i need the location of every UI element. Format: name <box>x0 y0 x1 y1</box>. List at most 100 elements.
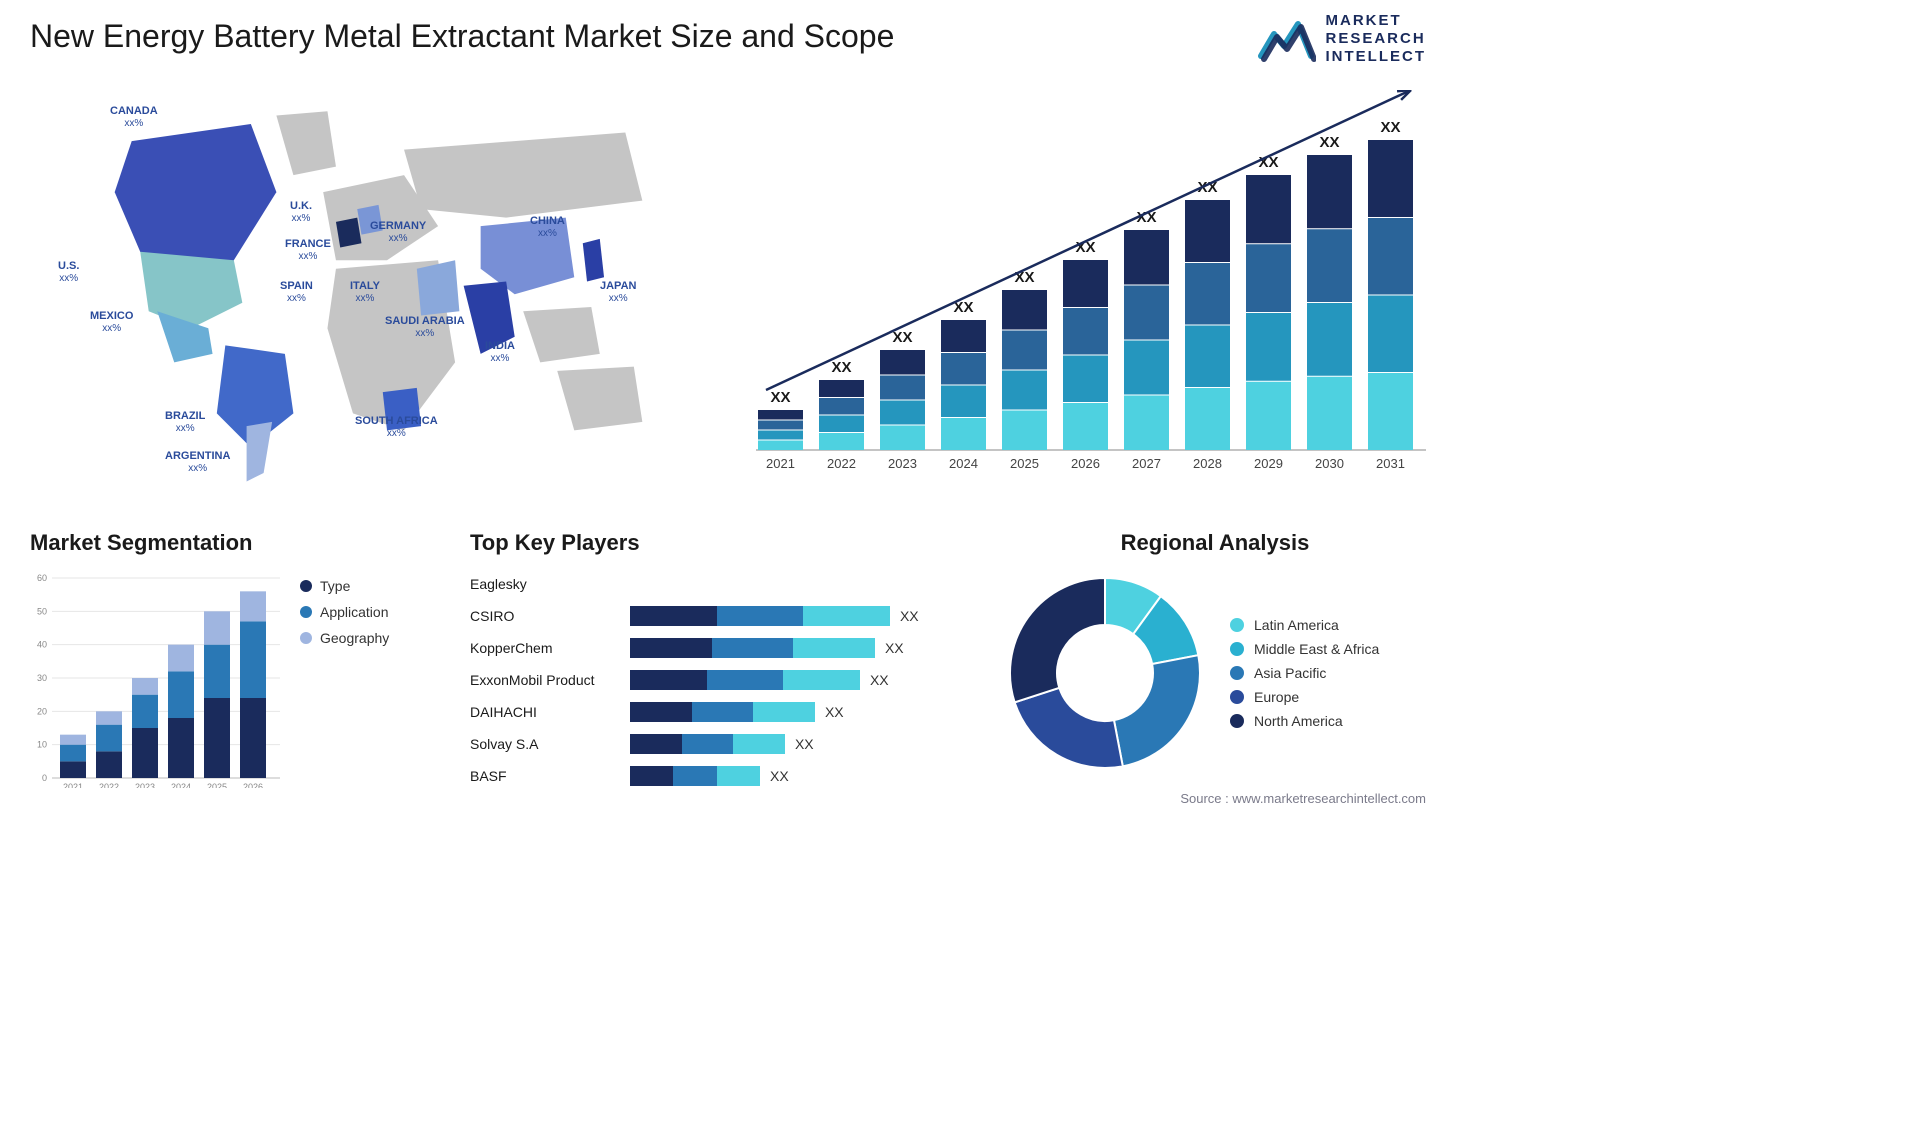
player-bar <box>630 670 860 690</box>
main-bar-seg <box>880 375 925 400</box>
seg-bar <box>168 671 194 718</box>
main-bar-seg <box>758 420 803 430</box>
seg-bar <box>240 698 266 778</box>
legend-label: Latin America <box>1254 617 1339 633</box>
main-bar-year: 2029 <box>1254 456 1283 470</box>
main-bar-seg <box>880 350 925 375</box>
seg-ytick: 0 <box>42 773 47 783</box>
main-bar-seg <box>941 353 986 386</box>
legend-dot-icon <box>1230 666 1244 680</box>
seg-year: 2023 <box>135 782 155 788</box>
player-name: Solvay S.A <box>470 736 630 752</box>
seg-bar <box>168 645 194 672</box>
main-bar-seg <box>880 425 925 450</box>
main-bar-year: 2030 <box>1315 456 1344 470</box>
map-label-brazil: BRAZILxx% <box>165 410 205 435</box>
player-row: Eaglesky <box>470 568 980 600</box>
seg-bar <box>204 645 230 698</box>
segmentation-title: Market Segmentation <box>30 530 460 556</box>
main-bar-seg <box>758 410 803 420</box>
main-bar-seg <box>941 320 986 353</box>
seg-bar <box>132 678 158 695</box>
main-bar-seg <box>1124 230 1169 285</box>
main-bar-value: XX <box>1319 134 1339 151</box>
player-value: XX <box>770 768 789 784</box>
legend-label: Application <box>320 604 389 620</box>
seg-year: 2022 <box>99 782 119 788</box>
legend-label: Asia Pacific <box>1254 665 1326 681</box>
player-row: DAIHACHIXX <box>470 696 980 728</box>
legend-dot-icon <box>300 632 312 644</box>
main-bar-year: 2021 <box>766 456 795 470</box>
seg-bar <box>96 711 122 724</box>
main-bar-seg <box>819 380 864 398</box>
player-row: ExxonMobil ProductXX <box>470 664 980 696</box>
seg-year: 2021 <box>63 782 83 788</box>
main-bar-year: 2022 <box>827 456 856 470</box>
map-region-us <box>140 252 242 329</box>
map-region-greenland <box>276 111 336 175</box>
main-bar-seg <box>1124 340 1169 395</box>
seg-ytick: 20 <box>37 706 47 716</box>
regional-legend-item: Asia Pacific <box>1230 665 1379 681</box>
main-bar-seg <box>1185 263 1230 326</box>
player-name: Eaglesky <box>470 576 630 592</box>
seg-legend-item: Type <box>300 578 389 594</box>
legend-label: Geography <box>320 630 389 646</box>
seg-bar <box>204 698 230 778</box>
regional-legend-item: Latin America <box>1230 617 1379 633</box>
main-bar-seg <box>758 430 803 440</box>
seg-bar <box>60 745 86 762</box>
map-label-italy: ITALYxx% <box>350 280 380 305</box>
main-bar-seg <box>1002 330 1047 370</box>
map-region-fr <box>336 218 362 248</box>
player-value: XX <box>885 640 904 656</box>
main-bar-seg <box>1368 218 1413 296</box>
main-bar-seg <box>1124 285 1169 340</box>
player-name: CSIRO <box>470 608 630 624</box>
main-bar-year: 2024 <box>949 456 978 470</box>
market-size-chart: 2021XX2022XX2023XX2024XX2025XX2026XX2027… <box>746 90 1426 470</box>
main-bar-value: XX <box>1380 119 1400 136</box>
main-bar-seg <box>1307 376 1352 450</box>
legend-dot-icon <box>1230 690 1244 704</box>
seg-bar <box>60 761 86 778</box>
player-row: CSIROXX <box>470 600 980 632</box>
player-value: XX <box>795 736 814 752</box>
map-region-me <box>417 260 460 315</box>
segmentation-section: Market Segmentation 01020304050602021202… <box>30 530 460 788</box>
seg-bar <box>96 725 122 752</box>
map-region-aus <box>557 367 642 431</box>
main-bar-value: XX <box>831 359 851 376</box>
regional-legend-item: Middle East & Africa <box>1230 641 1379 657</box>
main-bar-seg <box>1063 260 1108 308</box>
legend-label: Europe <box>1254 689 1299 705</box>
seg-year: 2024 <box>171 782 191 788</box>
seg-ytick: 60 <box>37 573 47 583</box>
main-bar-seg <box>1124 395 1169 450</box>
seg-year: 2026 <box>243 782 263 788</box>
map-label-argentina: ARGENTINAxx% <box>165 450 230 475</box>
seg-ytick: 30 <box>37 673 47 683</box>
logo-text-2: RESEARCH <box>1326 30 1427 48</box>
main-bar-seg <box>1246 313 1291 382</box>
main-bar-seg <box>1307 155 1352 229</box>
main-bar-year: 2026 <box>1071 456 1100 470</box>
main-bar-seg <box>1307 303 1352 377</box>
map-label-japan: JAPANxx% <box>600 280 636 305</box>
seg-bar <box>60 735 86 745</box>
map-region-sa2 <box>247 422 273 482</box>
main-bar-seg <box>1185 388 1230 451</box>
regional-legend-item: Europe <box>1230 689 1379 705</box>
main-bar-seg <box>1246 244 1291 313</box>
map-label-saudiarabia: SAUDI ARABIAxx% <box>385 315 465 340</box>
seg-bar <box>204 611 230 644</box>
map-label-spain: SPAINxx% <box>280 280 313 305</box>
map-label-france: FRANCExx% <box>285 238 331 263</box>
map-label-mexico: MEXICOxx% <box>90 310 133 335</box>
page-title: New Energy Battery Metal Extractant Mark… <box>30 18 894 55</box>
map-region-russia <box>404 133 642 218</box>
player-name: DAIHACHI <box>470 704 630 720</box>
main-bar-seg <box>758 440 803 450</box>
donut-slice <box>1015 688 1123 768</box>
